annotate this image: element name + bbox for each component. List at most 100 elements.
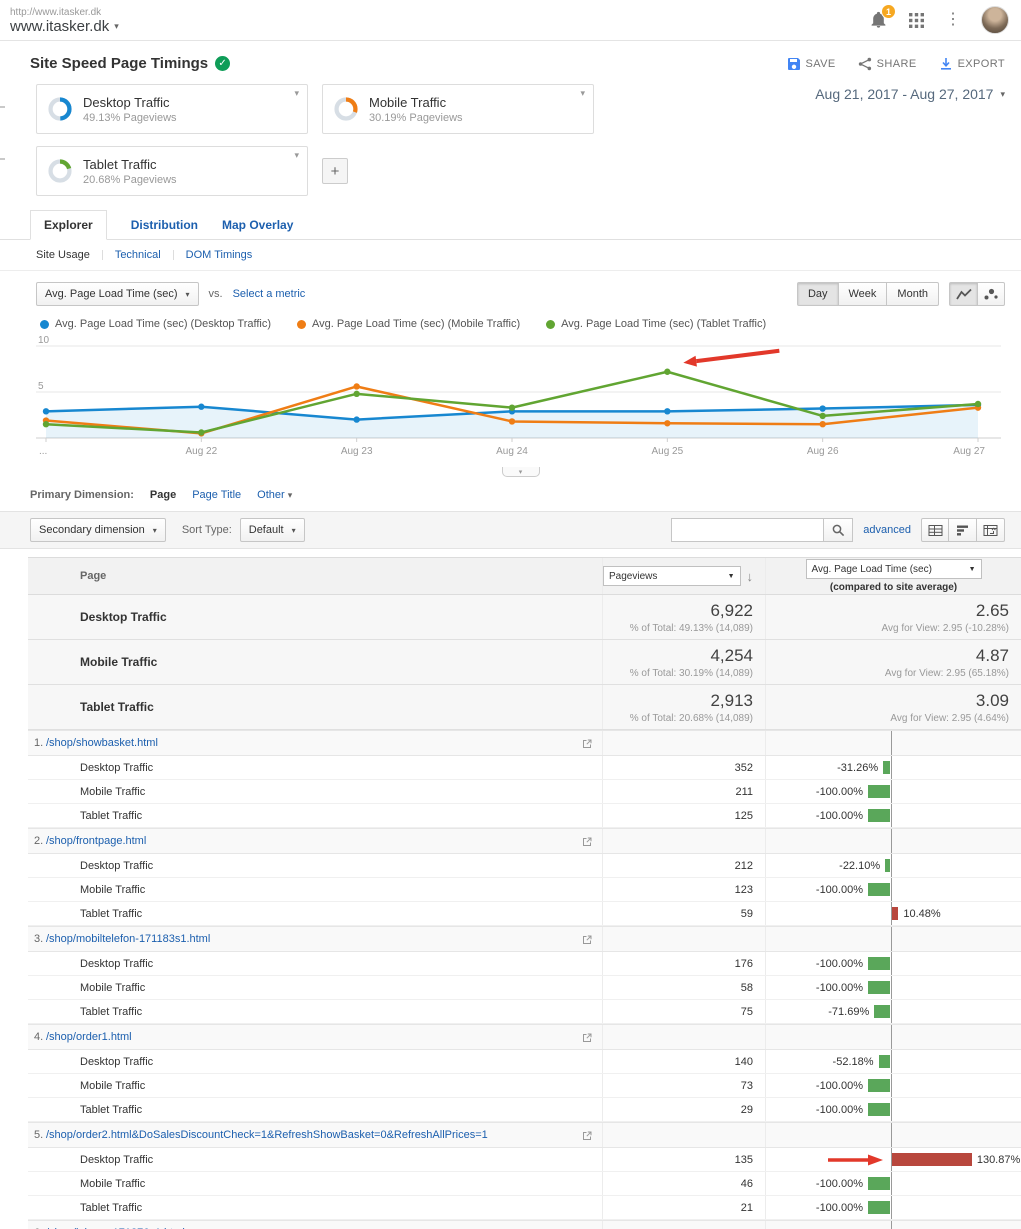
pageviews-total: 4,254 <box>710 645 753 665</box>
pageviews-value: 212 <box>734 859 753 872</box>
pageviews-column-dropdown[interactable]: Pageviews ▼ <box>603 566 741 586</box>
metric-dropdown[interactable]: Avg. Page Load Time (sec) ▾ <box>36 282 199 306</box>
open-page-button[interactable] <box>582 837 592 847</box>
notifications-button[interactable]: 1 <box>870 4 896 29</box>
more-menu-icon[interactable]: ⋮ <box>945 11 961 28</box>
dimension-page-title[interactable]: Page Title <box>192 489 242 501</box>
segment-name: Tablet Traffic <box>80 809 143 822</box>
pageviews-cell: 135 <box>602 1148 765 1171</box>
granularity-month[interactable]: Month <box>887 282 939 306</box>
chevron-down-icon[interactable]: ▾ <box>580 88 585 98</box>
segment-card-desktop[interactable]: Desktop Traffic 49.13% Pageviews ▾ <box>36 84 308 134</box>
chevron-down-icon[interactable]: ▾ <box>294 150 299 160</box>
floppy-icon <box>787 57 800 70</box>
row-index: 4. <box>34 1031 44 1043</box>
page-url-link[interactable]: /shop/iphone-171276s1.html <box>46 1227 185 1229</box>
motion-chart-icon <box>984 288 998 300</box>
metric-cell: -100.00% <box>765 780 1021 803</box>
delta-value: -100.00% <box>815 786 863 798</box>
pivot-view-button[interactable] <box>977 518 1005 542</box>
chevron-down-icon[interactable]: ▾ <box>294 88 299 98</box>
pageviews-value: 59 <box>740 907 753 920</box>
open-page-button[interactable] <box>582 1131 592 1141</box>
pageviews-cell: 58 <box>602 976 765 999</box>
metric-column-dropdown[interactable]: Avg. Page Load Time (sec) ▼ <box>805 559 982 579</box>
table-view-button[interactable] <box>921 518 949 542</box>
granularity-week[interactable]: Week <box>838 282 888 306</box>
granularity-day[interactable]: Day <box>796 282 839 306</box>
bar-axis-line <box>891 756 892 779</box>
save-button[interactable]: SAVE <box>787 57 836 71</box>
metric-cell <box>765 1221 1021 1229</box>
svg-text:...: ... <box>39 446 47 457</box>
metric-cell: -100.00% <box>765 976 1021 999</box>
tab-map-overlay[interactable]: Map Overlay <box>222 218 294 232</box>
tab-explorer[interactable]: Explorer <box>30 210 107 240</box>
segment-donut-icon <box>48 97 72 121</box>
search-input[interactable] <box>671 518 824 542</box>
motion-chart-button[interactable] <box>977 282 1005 306</box>
page-cell: /shop/showbasket.html <box>46 731 602 755</box>
pageviews-cell: 211 <box>602 780 765 803</box>
page-cell: /shop/frontpage.html <box>46 829 602 853</box>
table-row: Tablet Traffic 75 -71.69% <box>28 1000 1021 1024</box>
metric-subtext: Avg for View: 2.95 (-10.28%) <box>881 622 1009 634</box>
page-url-link[interactable]: /shop/showbasket.html <box>46 737 158 749</box>
pageviews-cell <box>602 1025 765 1049</box>
page-url-link[interactable]: /shop/frontpage.html <box>46 835 147 847</box>
apps-grid-icon[interactable] <box>908 12 925 29</box>
segment-name: Desktop Traffic <box>80 957 154 970</box>
row-index <box>28 756 46 779</box>
tab-distribution[interactable]: Distribution <box>130 218 199 232</box>
segment-name: Desktop Traffic <box>80 761 154 774</box>
segment-card-mobile[interactable]: Mobile Traffic 30.19% Pageviews ▾ <box>322 84 594 134</box>
delta-value: -100.00% <box>815 982 863 994</box>
page-url-link[interactable]: /shop/mobiltelefon-171183s1.html <box>46 933 211 945</box>
delta-bar <box>868 957 890 970</box>
page-cell: Tablet Traffic <box>46 1000 602 1023</box>
metric-value: 4.87 <box>975 645 1009 665</box>
page-cell: /shop/order2.html&DoSalesDiscountCheck=1… <box>46 1123 602 1147</box>
dimension-other[interactable]: Other ▾ <box>257 489 293 501</box>
add-segment-button[interactable]: + <box>322 158 348 184</box>
date-range-selector[interactable]: Aug 21, 2017 - Aug 27, 2017 ▾ <box>815 86 1005 102</box>
collapse-graph-handle[interactable]: ▾ <box>501 467 540 477</box>
vs-label: vs. <box>208 288 223 300</box>
subnav-dom-timings[interactable]: DOM Timings <box>185 249 253 261</box>
account-selector[interactable]: www.itasker.dk ▾ <box>10 18 119 35</box>
avatar[interactable] <box>981 6 1009 34</box>
segment-name: Mobile Traffic <box>80 1177 146 1190</box>
row-index <box>28 1098 46 1121</box>
page-url-link[interactable]: /shop/order1.html <box>46 1031 132 1043</box>
subnav-site-usage[interactable]: Site Usage <box>36 249 90 261</box>
sort-descending-icon[interactable]: ↓ <box>746 568 754 584</box>
comparison-view-button[interactable] <box>949 518 977 542</box>
table-row: 2./shop/frontpage.html <box>28 828 1021 854</box>
table-row: 1./shop/showbasket.html <box>28 730 1021 756</box>
summary-row: Desktop Traffic 6,922 % of Total: 49.13% (… <box>28 595 1021 640</box>
export-button[interactable]: EXPORT <box>939 57 1005 71</box>
dimension-page[interactable]: Page <box>149 489 177 501</box>
select-metric-link[interactable]: Select a metric <box>232 288 306 300</box>
pageviews-value: 75 <box>740 1005 753 1018</box>
page-url-link[interactable]: /shop/order2.html&DoSalesDiscountCheck=1… <box>46 1129 488 1141</box>
subnav-technical[interactable]: Technical <box>114 249 161 261</box>
legend-item: Avg. Page Load Time (sec) (Mobile Traffi… <box>297 318 520 330</box>
row-index <box>28 804 46 827</box>
segment-card-tablet[interactable]: Tablet Traffic 20.68% Pageviews ▾ <box>36 146 308 196</box>
metric-cell <box>765 1123 1021 1147</box>
sort-type-dropdown[interactable]: Default ▾ <box>239 518 305 542</box>
open-page-button[interactable] <box>582 739 592 749</box>
line-chart-button[interactable] <box>949 282 977 306</box>
open-page-button[interactable] <box>582 1033 592 1043</box>
advanced-link[interactable]: advanced <box>863 524 911 536</box>
metric-cell <box>765 1025 1021 1049</box>
top-bar: http://www.itasker.dk www.itasker.dk ▾ 1… <box>0 0 1021 41</box>
page-cell: Desktop Traffic <box>46 595 602 639</box>
secondary-dimension-dropdown[interactable]: Secondary dimension ▾ <box>30 518 166 542</box>
open-page-button[interactable] <box>582 935 592 945</box>
share-button[interactable]: SHARE <box>858 57 917 71</box>
metric-cell: -100.00% <box>765 1074 1021 1097</box>
search-button[interactable] <box>823 518 854 542</box>
